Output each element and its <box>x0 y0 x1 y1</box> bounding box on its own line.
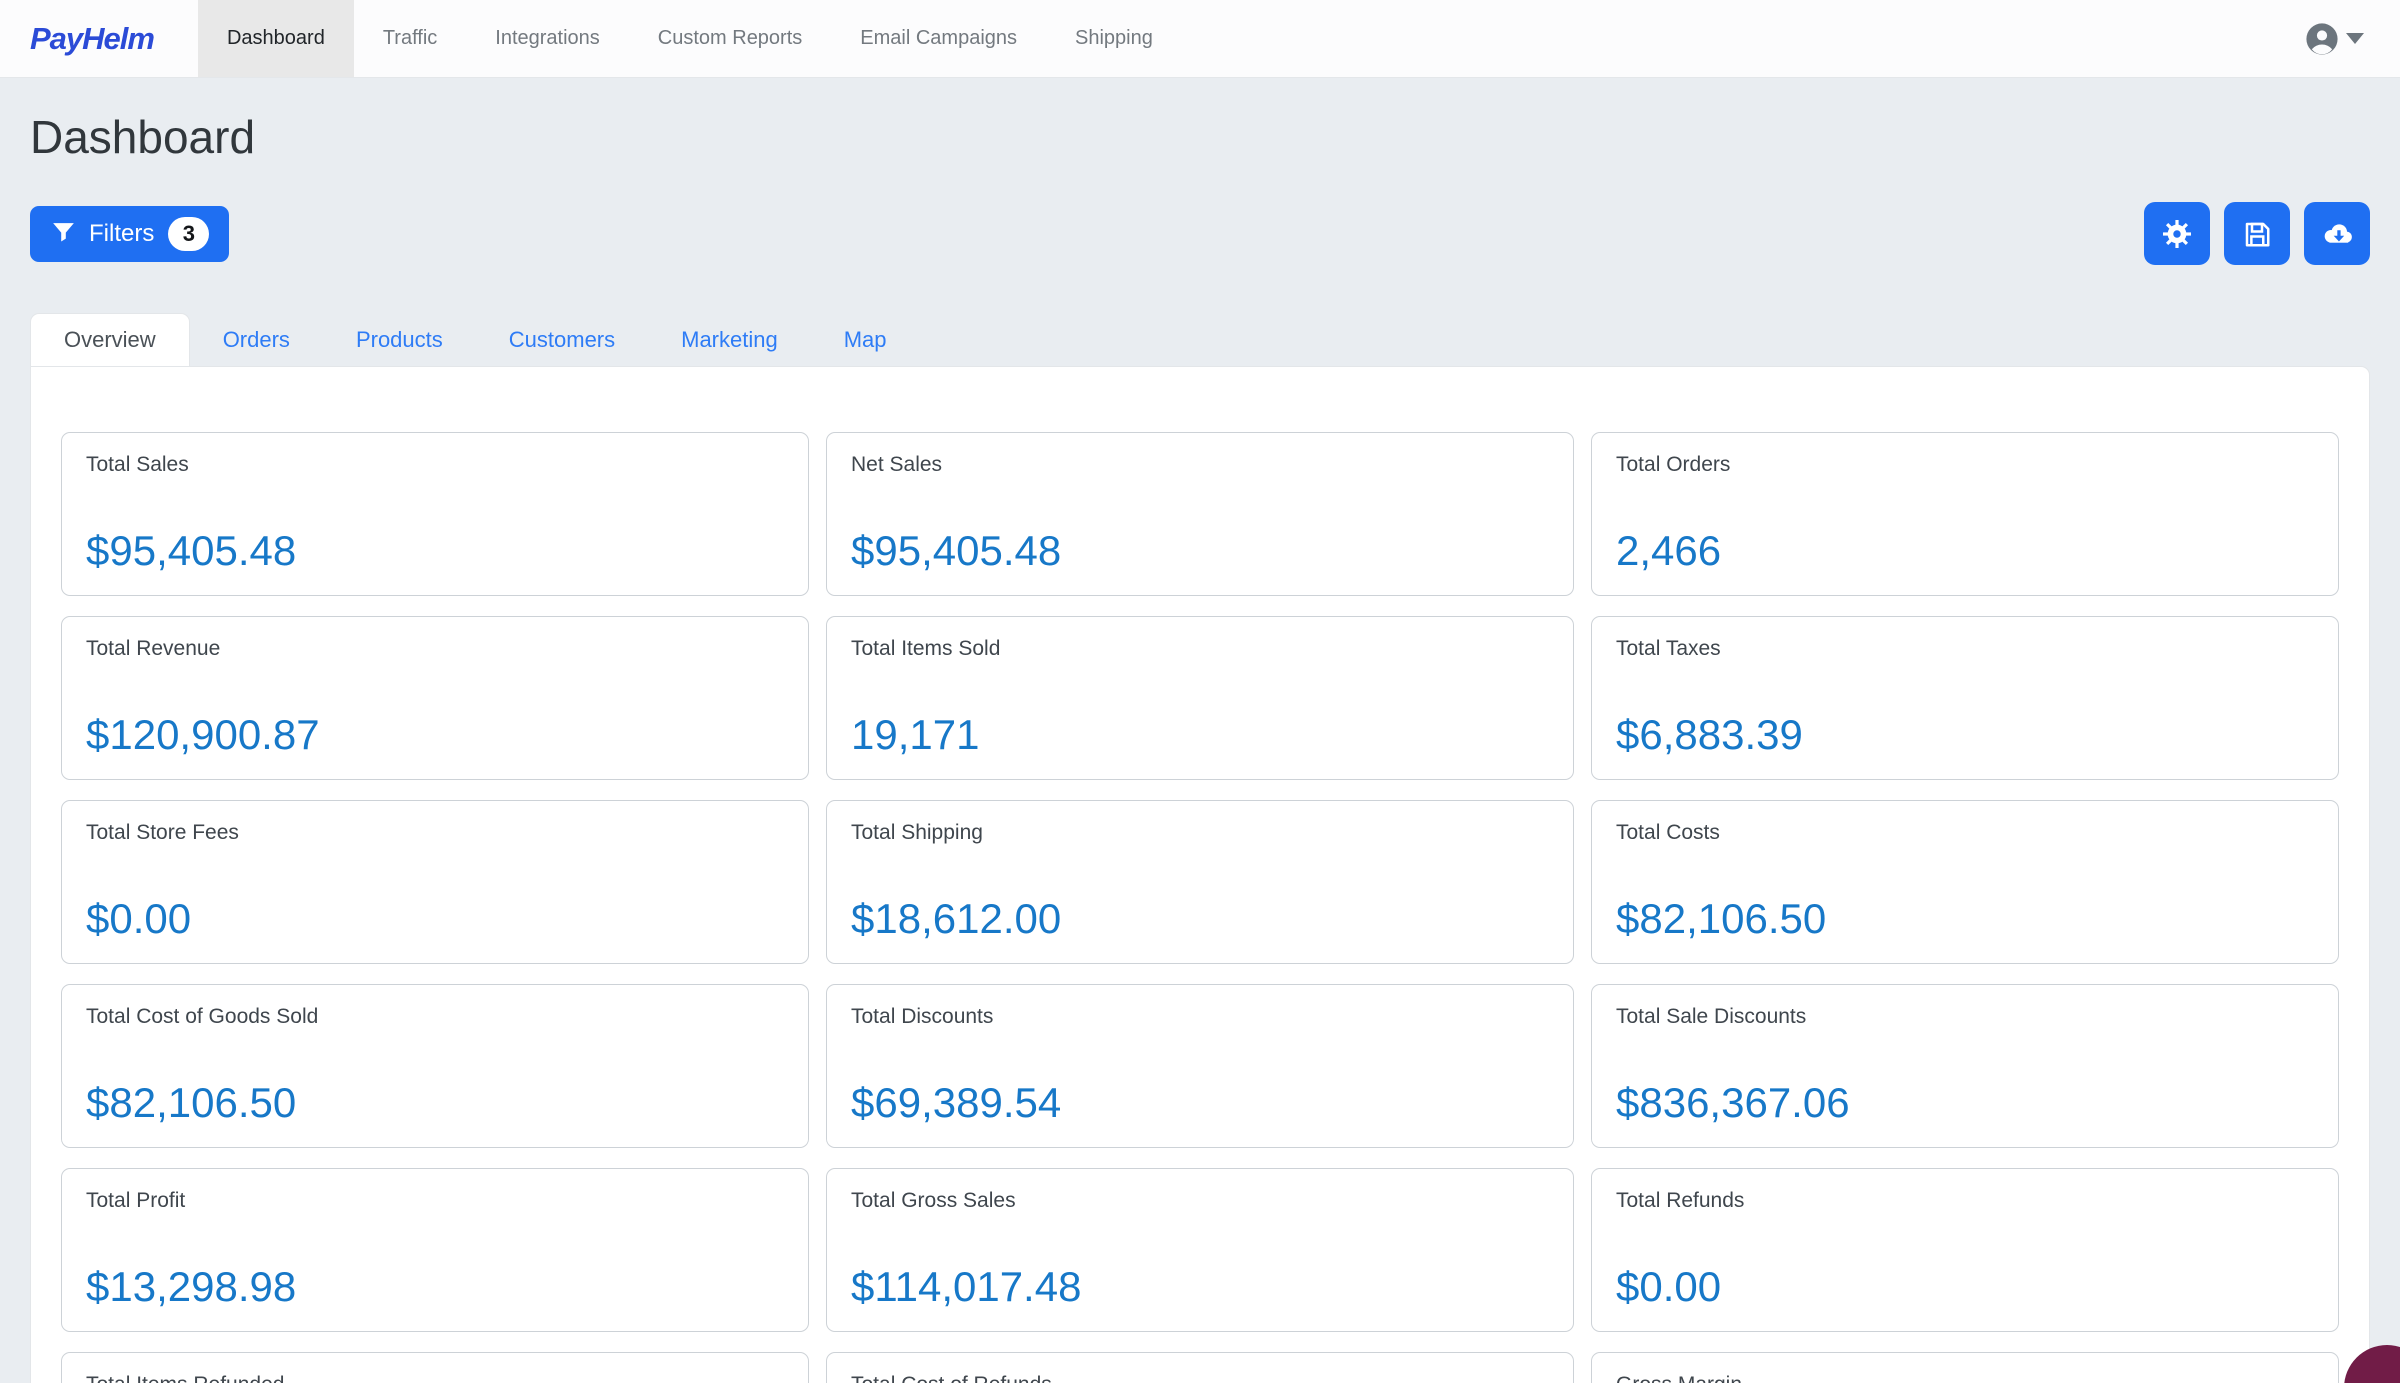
metric-value: $18,612.00 <box>851 894 1062 942</box>
metric-card-total-sale-discounts: Total Sale Discounts $836,367.06 <box>1591 984 2339 1148</box>
nav-item-dashboard[interactable]: Dashboard <box>197 0 354 77</box>
filters-label: Filters <box>89 219 155 247</box>
metric-card-total-items-refunded: Total Items Refunded <box>61 1352 809 1383</box>
metric-label: Total Items Refunded <box>86 1373 784 1383</box>
metric-value: $82,106.50 <box>1616 894 1827 942</box>
metric-card-total-orders: Total Orders 2,466 <box>1591 432 2339 596</box>
metric-label: Total Taxes <box>1616 637 1721 660</box>
metric-card-total-taxes: Total Taxes $6,883.39 <box>1591 616 2339 780</box>
funnel-icon <box>52 222 75 245</box>
metric-card-gross-margin: Gross Margin <box>1591 1352 2339 1383</box>
metric-card-total-items-sold: Total Items Sold 19,171 <box>826 616 1574 780</box>
metric-label: Total Gross Sales <box>851 1189 1016 1212</box>
main-nav: Dashboard Traffic Integrations Custom Repor… <box>197 0 2305 77</box>
metric-label: Total Revenue <box>86 637 221 660</box>
metric-value: $69,389.54 <box>851 1078 1062 1126</box>
metric-card-total-discounts: Total Discounts $69,389.54 <box>826 984 1574 1148</box>
metric-label: Total Costs <box>1616 821 1720 844</box>
metrics-grid: Total Sales $95,405.48 Net Sales $95,405.48… <box>61 432 2339 1383</box>
metric-card-total-cost-of-refunds: Total Cost of Refunds <box>826 1352 1574 1383</box>
metric-value: $82,106.50 <box>86 1078 297 1126</box>
filters-count-badge: 3 <box>168 216 210 251</box>
cloud-download-icon <box>2319 216 2355 252</box>
metric-value: $836,367.06 <box>1616 1078 1850 1126</box>
chevron-down-icon <box>2346 33 2364 44</box>
download-button[interactable] <box>2304 202 2370 265</box>
metric-value: $0.00 <box>1616 1262 1722 1310</box>
metric-value: $6,883.39 <box>1616 710 1803 758</box>
metric-card-total-cost-of-goods-sold: Total Cost of Goods Sold $82,106.50 <box>61 984 809 1148</box>
tab-overview[interactable]: Overview <box>30 313 190 366</box>
overview-panel: Total Sales $95,405.48 Net Sales $95,405.48… <box>30 366 2370 1383</box>
metric-label: Gross Margin <box>1616 1373 2314 1383</box>
metric-value: $0.00 <box>86 894 192 942</box>
person-circle-icon <box>2305 22 2339 56</box>
metric-value: $95,405.48 <box>851 526 1062 574</box>
metric-value: $114,017.48 <box>851 1262 1082 1310</box>
metric-label: Total Store Fees <box>86 821 239 844</box>
metric-label: Total Refunds <box>1616 1189 1745 1212</box>
settings-button[interactable] <box>2144 202 2210 265</box>
gear-icon <box>2161 218 2193 250</box>
metric-label: Total Sale Discounts <box>1616 1005 1807 1028</box>
metric-card-total-costs: Total Costs $82,106.50 <box>1591 800 2339 964</box>
tab-customers[interactable]: Customers <box>508 326 616 352</box>
metric-label: Total Shipping <box>851 821 983 844</box>
page-title: Dashboard <box>30 111 256 163</box>
nav-item-email-campaigns[interactable]: Email Campaigns <box>860 27 1018 49</box>
app-header: PayHelm Dashboard Traffic Integrations Cust… <box>0 0 2400 78</box>
metric-value: $13,298.98 <box>86 1262 297 1310</box>
metric-value: $120,900.87 <box>86 710 320 758</box>
metric-value: $95,405.48 <box>86 526 297 574</box>
metric-label: Net Sales <box>851 453 943 476</box>
user-menu[interactable] <box>2305 0 2400 77</box>
tab-products[interactable]: Products <box>355 326 443 352</box>
save-button[interactable] <box>2224 202 2290 265</box>
tab-marketing[interactable]: Marketing <box>681 326 778 352</box>
metric-value: 2,466 <box>1616 526 1722 574</box>
filters-button[interactable]: Filters 3 <box>30 205 230 262</box>
report-tabs: Overview Orders Products Customers Marketing… <box>30 313 2370 366</box>
controls-row: Filters 3 <box>30 202 2370 265</box>
nav-item-integrations[interactable]: Integrations <box>495 27 600 49</box>
metric-card-total-profit: Total Profit $13,298.98 <box>61 1168 809 1332</box>
metric-label: Total Items Sold <box>851 637 1001 660</box>
metric-card-total-store-fees: Total Store Fees $0.00 <box>61 800 809 964</box>
tab-orders[interactable]: Orders <box>222 326 290 352</box>
metric-card-total-gross-sales: Total Gross Sales $114,017.48 <box>826 1168 1574 1332</box>
metric-card-total-sales: Total Sales $95,405.48 <box>61 432 809 596</box>
page-body: Dashboard Filters 3 <box>0 110 2400 1383</box>
metric-value: 19,171 <box>851 710 980 758</box>
icon-actions <box>2144 202 2370 265</box>
metric-card-net-sales: Net Sales $95,405.48 <box>826 432 1574 596</box>
payhelm-logo[interactable]: PayHelm <box>30 20 155 56</box>
metric-label: Total Discounts <box>851 1005 994 1028</box>
metric-card-total-revenue: Total Revenue $120,900.87 <box>61 616 809 780</box>
metric-label: Total Profit <box>86 1189 186 1212</box>
metric-label: Total Sales <box>86 453 189 476</box>
metric-label: Total Cost of Refunds <box>851 1373 1549 1383</box>
nav-item-traffic[interactable]: Traffic <box>382 27 438 49</box>
nav-item-shipping[interactable]: Shipping <box>1075 27 1153 49</box>
nav-item-custom-reports[interactable]: Custom Reports <box>657 27 803 49</box>
metric-card-total-refunds: Total Refunds $0.00 <box>1591 1168 2339 1332</box>
tab-map[interactable]: Map <box>843 326 887 352</box>
metric-label: Total Orders <box>1616 453 1731 476</box>
save-icon <box>2242 219 2272 249</box>
metric-card-total-shipping: Total Shipping $18,612.00 <box>826 800 1574 964</box>
metric-label: Total Cost of Goods Sold <box>86 1005 319 1028</box>
